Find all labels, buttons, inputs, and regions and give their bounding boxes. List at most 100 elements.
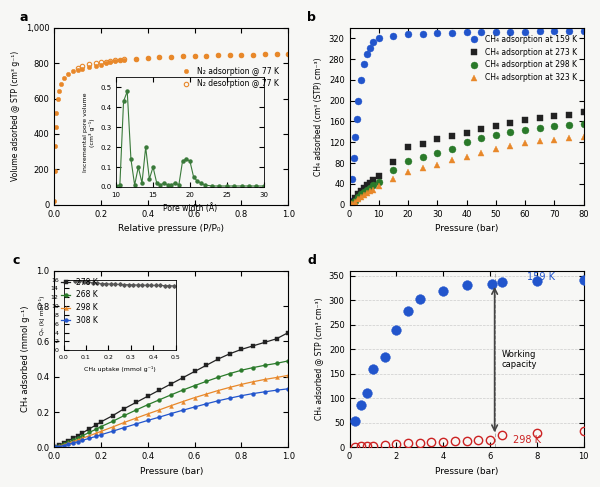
Line: 278 K: 278 K [52,331,290,450]
CH₄ adsorption at 298 K [367,185,374,190]
268 K [97,424,104,430]
CH₄ adsorption at 298 K [358,191,365,197]
N₂ desorption @ 77 K [226,52,233,58]
CH₄ adsorption at 298 K [463,139,470,145]
N₂ adsorption @ 77 K [52,143,59,149]
N₂ desorption @ 77 K [238,52,245,58]
CH₄ adsorption at 159 K [349,176,356,182]
N₂ adsorption @ 77 K [261,52,268,57]
CH₄ adsorption at 273 K [536,115,543,121]
268 K [60,441,67,447]
CH₄ adsorption at 159 K [364,51,371,57]
N₂ adsorption @ 77 K [50,198,58,204]
268 K [121,412,128,418]
X-axis label: Pressure (bar): Pressure (bar) [435,224,498,233]
298 K [53,444,60,450]
N₂ adsorption @ 77 K [52,124,59,130]
268 K [55,443,62,449]
N₂ desorption @ 77 K [250,52,257,57]
CH₄ adsorption at 298 K [419,154,426,160]
CH₄ adsorption at 298 K [347,201,355,207]
CH₄ adsorption at 273 K [390,159,397,165]
N₂ adsorption @ 77 K [53,110,60,116]
298 K [167,403,175,409]
CH₄ adsorption at 298 K [375,179,382,185]
Legend: 278 K, 268 K, 298 K, 308 K: 278 K, 268 K, 298 K, 308 K [58,275,101,328]
CH₄ adsorption at 159 K [448,30,455,36]
CH₄ adsorption at 323 K [521,140,529,146]
CH₄ adsorption at 323 K [536,138,543,144]
CH₄ adsorption at 273 K [419,141,426,147]
CH₄ adsorption at 159 K [350,155,358,161]
CH₄ adsorption at 159 K [580,28,587,34]
X-axis label: Relative pressure (P/P₀): Relative pressure (P/P₀) [118,224,224,233]
308 K [86,435,93,441]
268 K [191,383,198,389]
CH₄ adsorption at 159 K [463,29,470,35]
Text: d: d [307,254,316,267]
CH₄ adsorption at 159 K [507,29,514,35]
N₂ desorption @ 77 K [97,59,104,65]
CH₄ adsorption at 323 K [565,135,572,141]
308 K [53,444,60,450]
298 K [97,429,104,434]
Text: 298 K: 298 K [514,434,541,445]
N₂ desorption @ 77 K [214,52,221,58]
308 K [79,437,86,443]
CH₄ adsorption at 323 K [364,190,371,196]
CH₄ adsorption at 273 K [434,136,441,142]
298 K [203,391,210,397]
308 K [179,407,187,413]
Text: a: a [19,11,28,24]
278 K [109,413,116,419]
298 K [79,435,86,441]
308 K [69,440,76,446]
268 K [65,439,72,445]
268 K [144,402,151,408]
268 K [86,430,93,435]
268 K [74,435,81,441]
CH₄ adsorption at 298 K [565,122,572,128]
N₂ adsorption @ 77 K [284,51,292,57]
CH₄ adsorption at 159 K [404,31,412,37]
298 K [284,373,292,378]
CH₄ adsorption at 323 K [390,176,397,182]
CH₄ adsorption at 323 K [404,169,412,175]
278 K [191,369,198,375]
CH₄ adsorption at 159 K [492,29,499,35]
Line: CH₄ adsorption at 323 K: CH₄ adsorption at 323 K [347,133,587,208]
298 K [121,419,128,425]
308 K [109,428,116,434]
N₂ adsorption @ 77 K [121,57,128,63]
298 K [156,407,163,413]
N₂ adsorption @ 77 K [79,66,86,72]
308 K [167,411,175,416]
Y-axis label: CH₄ adsorbed @ STP (cm³ cm⁻³): CH₄ adsorbed @ STP (cm³ cm⁻³) [314,298,323,420]
CH₄ adsorption at 298 K [364,187,371,192]
CH₄ adsorption at 273 K [349,199,356,205]
298 K [74,437,81,443]
CH₄ adsorption at 159 K [370,39,377,45]
CH₄ adsorption at 298 K [352,198,359,204]
N₂ desorption @ 77 K [107,57,114,63]
N₂ adsorption @ 77 K [156,54,163,60]
278 K [60,440,67,446]
CH₄ adsorption at 323 K [551,137,558,143]
N₂ desorption @ 77 K [86,61,93,67]
268 K [284,358,292,364]
Text: Working
capacity: Working capacity [502,350,537,369]
308 K [97,432,104,438]
298 K [273,375,280,380]
CH₄ adsorption at 298 K [347,201,354,207]
CH₄ adsorption at 159 K [367,45,374,51]
N₂ adsorption @ 77 K [112,57,119,63]
N₂ desorption @ 77 K [203,53,210,58]
CH₄ adsorption at 159 K [419,31,426,37]
Legend: N₂ adsorption @ 77 K, N₂ desorption @ 77 K: N₂ adsorption @ 77 K, N₂ desorption @ 77… [179,63,282,92]
N₂ adsorption @ 77 K [58,81,65,87]
CH₄ adsorption at 273 K [507,120,514,126]
298 K [50,445,58,450]
CH₄ adsorption at 323 K [370,187,377,192]
298 K [55,443,62,449]
CH₄ adsorption at 298 K [349,200,356,206]
